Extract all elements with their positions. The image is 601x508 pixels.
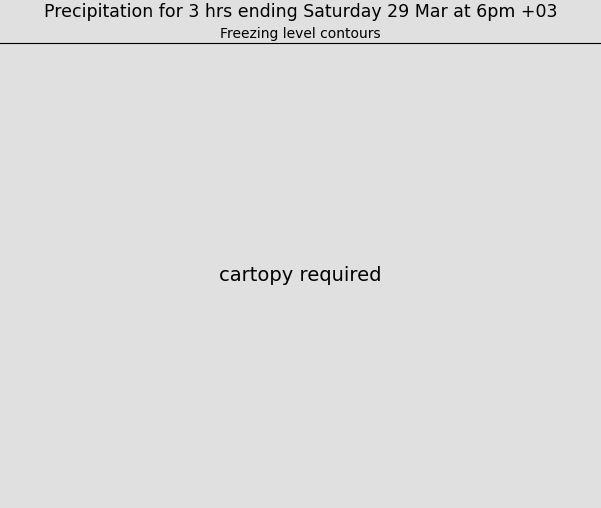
Text: cartopy required: cartopy required: [219, 266, 382, 285]
Text: Freezing level contours: Freezing level contours: [220, 27, 381, 41]
Text: Precipitation for 3 hrs ending Saturday 29 Mar at 6pm +03: Precipitation for 3 hrs ending Saturday …: [44, 3, 557, 21]
